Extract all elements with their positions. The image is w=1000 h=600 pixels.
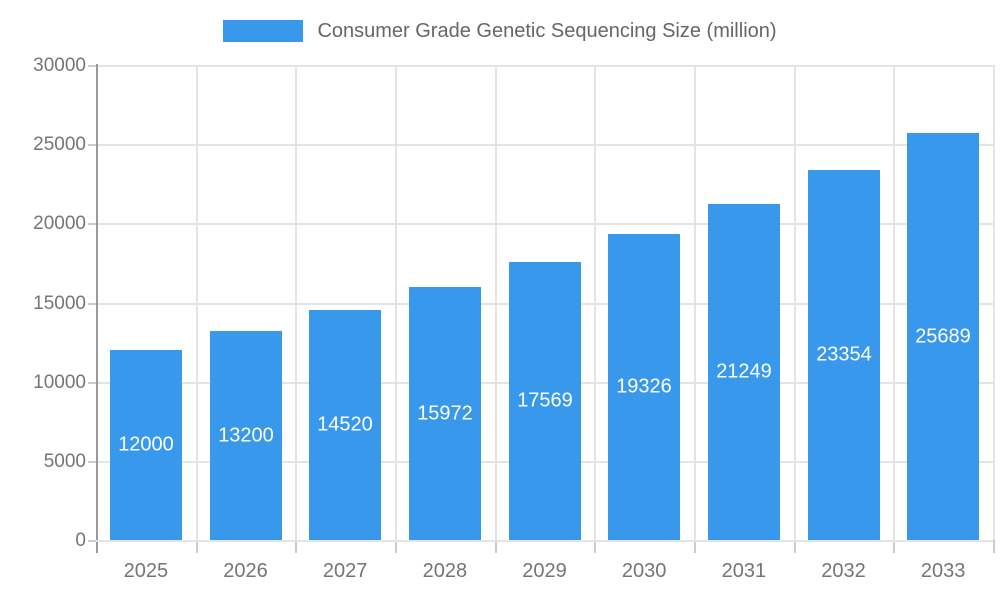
x-tick-label: 2027 xyxy=(322,560,368,582)
bar[interactable]: 19326 xyxy=(608,234,680,540)
y-tick-label: 25000 xyxy=(33,134,86,155)
v-gridline xyxy=(694,65,696,540)
v-gridline xyxy=(196,65,198,540)
v-gridline xyxy=(495,65,497,540)
x-tick-mark xyxy=(295,540,297,553)
h-gridline xyxy=(96,144,993,146)
x-tick-label: 2033 xyxy=(920,560,966,582)
bar[interactable]: 21249 xyxy=(708,204,780,540)
x-axis-line xyxy=(96,540,993,542)
bar-value-label: 15972 xyxy=(417,402,473,424)
bar[interactable]: 25689 xyxy=(907,133,979,540)
y-tick-mark xyxy=(88,303,96,305)
v-gridline xyxy=(395,65,397,540)
v-gridline xyxy=(993,65,995,540)
y-tick-mark xyxy=(88,540,96,542)
bar[interactable]: 12000 xyxy=(110,350,182,540)
legend-swatch xyxy=(223,20,304,42)
bar[interactable]: 15972 xyxy=(409,287,481,540)
y-tick-label: 0 xyxy=(75,530,86,551)
bar[interactable]: 23354 xyxy=(808,170,880,540)
bar-value-label: 14520 xyxy=(317,413,373,436)
x-tick-label: 2031 xyxy=(721,560,767,582)
y-tick-mark xyxy=(88,382,96,384)
x-tick-mark xyxy=(594,540,596,553)
y-tick-mark xyxy=(88,65,96,67)
h-gridline xyxy=(96,65,993,67)
x-tick-mark xyxy=(495,540,497,553)
x-tick-mark xyxy=(694,540,696,553)
x-tick-label: 2025 xyxy=(123,560,169,582)
v-gridline xyxy=(893,65,895,540)
bar-value-label: 23354 xyxy=(816,343,872,366)
y-tick-label: 15000 xyxy=(33,293,86,314)
y-tick-label: 5000 xyxy=(43,451,86,472)
y-tick-label: 10000 xyxy=(33,372,86,393)
y-tick-label: 30000 xyxy=(33,55,86,76)
bar-value-label: 12000 xyxy=(118,433,174,456)
v-gridline xyxy=(295,65,297,540)
x-tick-mark xyxy=(993,540,995,553)
x-tick-label: 2026 xyxy=(223,560,268,582)
x-tick-label: 2029 xyxy=(522,560,567,582)
bar[interactable]: 14520 xyxy=(309,310,381,540)
y-tick-mark xyxy=(88,144,96,146)
chart-legend[interactable]: Consumer Grade Genetic Sequencing Size (… xyxy=(0,18,1000,44)
h-gridline xyxy=(96,540,993,542)
bar-value-label: 13200 xyxy=(218,424,274,446)
x-tick-mark xyxy=(96,540,98,553)
bar[interactable]: 13200 xyxy=(210,331,282,540)
v-gridline xyxy=(594,65,596,540)
y-axis-line xyxy=(96,64,98,540)
bar[interactable]: 17569 xyxy=(509,262,581,540)
x-tick-mark xyxy=(196,540,198,553)
x-tick-mark xyxy=(794,540,796,553)
x-tick-label: 2030 xyxy=(621,560,667,582)
bar-value-label: 17569 xyxy=(517,389,573,412)
x-tick-mark xyxy=(395,540,397,553)
bar-value-label: 19326 xyxy=(616,375,672,398)
x-tick-label: 2032 xyxy=(821,560,866,582)
y-tick-mark xyxy=(88,223,96,225)
x-tick-label: 2028 xyxy=(422,560,468,582)
bar-value-label: 25689 xyxy=(915,325,971,347)
y-tick-label: 20000 xyxy=(33,213,86,234)
legend-label: Consumer Grade Genetic Sequencing Size (… xyxy=(317,20,777,42)
x-tick-mark xyxy=(893,540,895,553)
bar-value-label: 21249 xyxy=(716,360,772,383)
y-tick-mark xyxy=(88,461,96,463)
v-gridline xyxy=(794,65,796,540)
